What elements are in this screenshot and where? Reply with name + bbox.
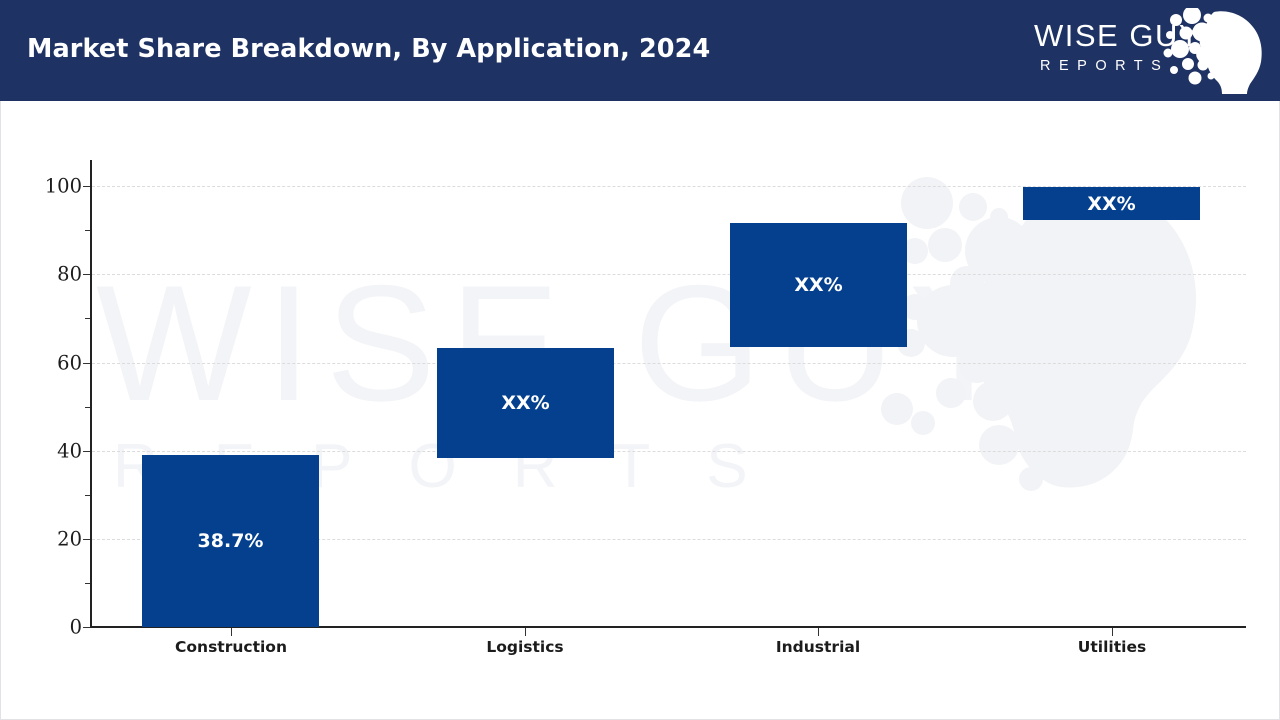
ytick-label-0: 0 xyxy=(69,615,82,639)
ytick-label-80: 80 xyxy=(57,262,82,286)
ytick-mark-80 xyxy=(83,274,90,275)
bar-label-industrial: XX% xyxy=(794,274,843,296)
ytick-mark-0 xyxy=(83,627,90,628)
bar-utilities[interactable]: XX% xyxy=(1023,187,1200,220)
y-axis-labels: 100 80 60 40 20 0 xyxy=(12,160,82,639)
xtick-label-logistics: Logistics xyxy=(486,638,564,656)
header-bar: Market Share Breakdown, By Application, … xyxy=(0,0,1280,101)
ytick-mark-50 xyxy=(85,407,90,408)
ytick-label-40: 40 xyxy=(57,439,82,463)
chart-body: WISE GUY REPORTS xyxy=(0,101,1280,720)
ytick-mark-90 xyxy=(85,230,90,231)
wise-guy-head-logo-icon xyxy=(1163,8,1262,94)
bar-label-construction: 38.7% xyxy=(197,530,264,552)
ytick-mark-40 xyxy=(83,451,90,452)
xtick-label-utilities: Utilities xyxy=(1077,638,1147,656)
gridline-20 xyxy=(92,539,1246,540)
bar-label-logistics: XX% xyxy=(501,392,550,414)
ytick-label-60: 60 xyxy=(57,351,82,375)
gridline-100 xyxy=(92,186,1246,187)
xtick-mark-logistics xyxy=(525,628,526,636)
xtick-mark-industrial xyxy=(818,628,819,636)
ytick-mark-10 xyxy=(85,583,90,584)
x-axis-line xyxy=(90,626,1246,628)
brand-logo: WISE GUY REPORTS xyxy=(1022,8,1274,94)
ytick-mark-100 xyxy=(83,186,90,187)
ytick-mark-30 xyxy=(85,495,90,496)
bar-logistics[interactable]: XX% xyxy=(437,348,614,458)
ytick-mark-20 xyxy=(83,539,90,540)
logo-secondary-text: REPORTS xyxy=(1040,58,1170,74)
gridline-60 xyxy=(92,363,1246,364)
bar-construction[interactable]: 38.7% xyxy=(142,455,319,627)
ytick-mark-70 xyxy=(85,318,90,319)
xtick-label-industrial: Industrial xyxy=(775,638,861,656)
x-axis-labels: Construction Logistics Industrial Utilit… xyxy=(90,638,1246,668)
ytick-label-20: 20 xyxy=(57,527,82,551)
gridline-80 xyxy=(92,274,1246,275)
ytick-mark-60 xyxy=(83,363,90,364)
gridline-40 xyxy=(92,451,1246,452)
xtick-label-construction: Construction xyxy=(175,638,287,656)
y-axis-line xyxy=(90,160,92,628)
xtick-mark-construction xyxy=(231,628,232,636)
bar-label-utilities: XX% xyxy=(1087,192,1136,215)
bar-industrial[interactable]: XX% xyxy=(730,223,907,347)
ytick-label-100: 100 xyxy=(44,174,82,198)
xtick-mark-utilities xyxy=(1112,628,1113,636)
plot-area: 100 80 60 40 20 0 38.7% XX% XX% XX% xyxy=(45,160,1246,656)
page-title: Market Share Breakdown, By Application, … xyxy=(27,34,711,64)
